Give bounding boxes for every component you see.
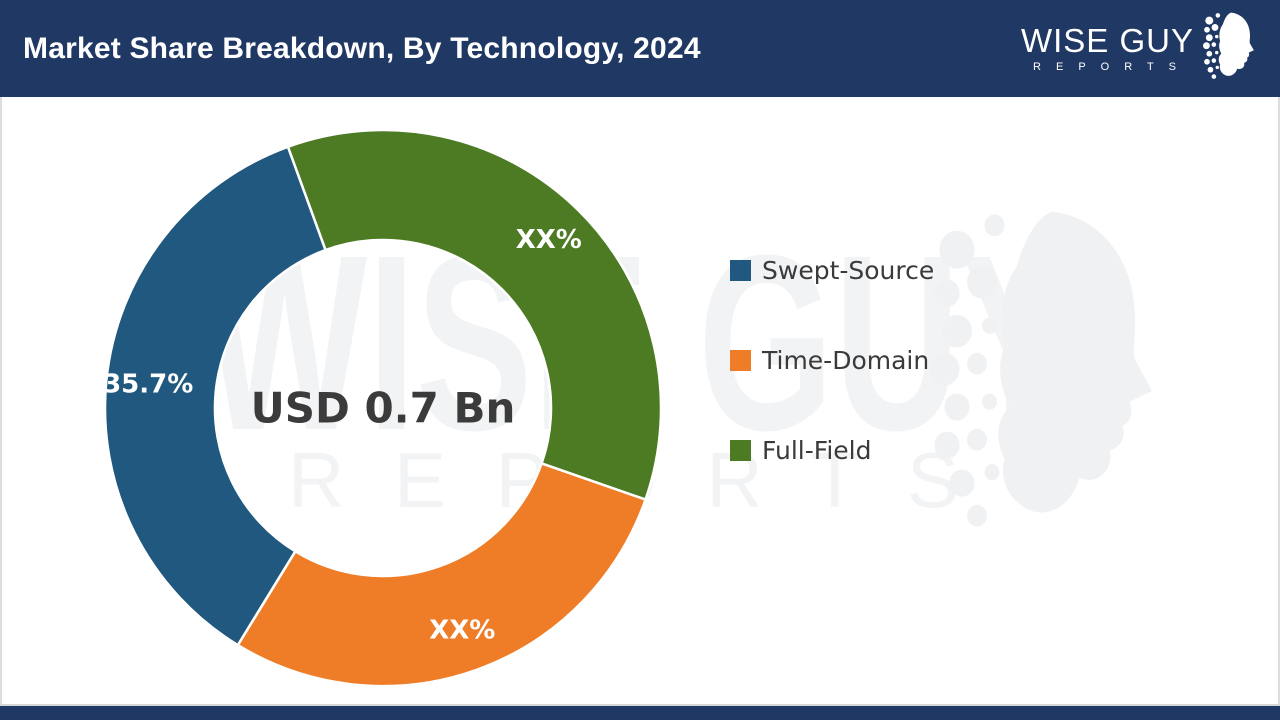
legend-label: Time-Domain: [762, 346, 930, 375]
wise-guy-logo: WISE GUY R E P O R T S: [1021, 8, 1264, 88]
legend-item-full-field: Full-Field: [730, 436, 934, 465]
chart-legend: Swept-Source Time-Domain Full-Field: [730, 256, 935, 528]
legend-swatch-time-domain: [730, 350, 751, 371]
donut-slice-swept-source: [103, 145, 327, 647]
legend-label: Full-Field: [762, 436, 872, 465]
donut-chart: XX% XX% 35.7% USD 0.7 Bn: [103, 128, 663, 688]
footer-bar: [0, 706, 1280, 720]
chart-area: WISE GUY R E P O R T S XX%XX%35.7%USD 0.…: [0, 97, 1280, 706]
header-bar: Market Share Breakdown, By Technology, 2…: [0, 0, 1280, 97]
legend-swatch-full-field: [730, 440, 751, 461]
logo-text: WISE GUY R E P O R T S: [1020, 22, 1194, 73]
page-title: Market Share Breakdown, By Technology, 2…: [23, 31, 701, 65]
legend-item-time-domain: Time-Domain: [730, 346, 934, 375]
slice-value-label-time-domain: XX%: [429, 615, 495, 645]
logo-subtitle: R E P O R T S: [1033, 60, 1182, 73]
slice-value-label-full-field: XX%: [516, 225, 582, 255]
donut-slice-time-domain: [236, 462, 647, 688]
donut-slice-full-field: [286, 128, 663, 501]
face-logo-icon: [1203, 12, 1254, 79]
legend-swatch-swept-source: [730, 260, 751, 281]
legend-label: Swept-Source: [762, 256, 935, 285]
logo-wordmark: WISE GUY: [1020, 22, 1194, 60]
slice-value-label-swept-source: 35.7%: [103, 369, 193, 399]
legend-item-swept-source: Swept-Source: [730, 256, 935, 285]
donut-center-value: USD 0.7 Bn: [251, 384, 516, 433]
